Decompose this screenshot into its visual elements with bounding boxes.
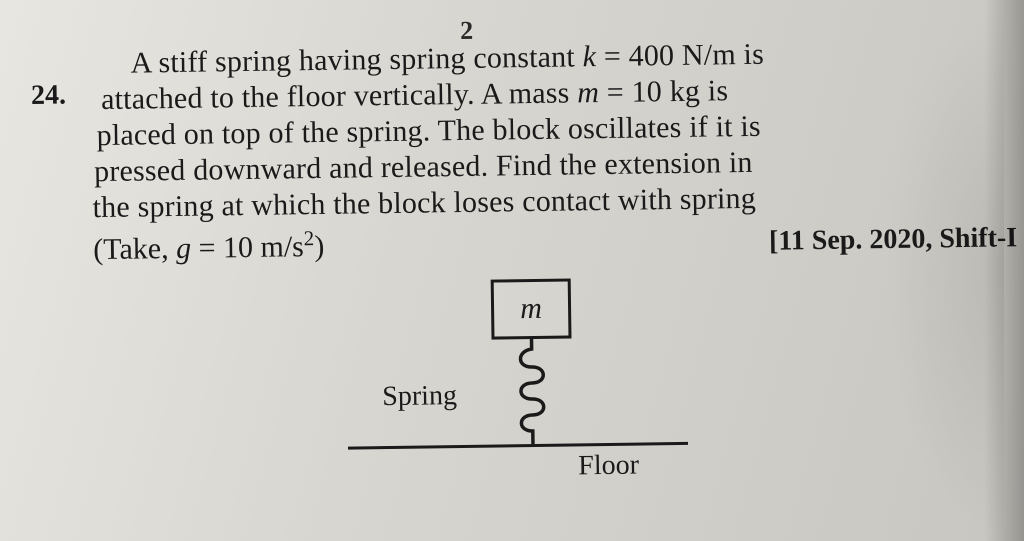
take-note: (Take, g = 10 m/s2) (93, 226, 325, 267)
question-line-3: placed on top of the spring. The block o… (96, 109, 995, 152)
take-var: g (176, 232, 191, 265)
question-line-4: pressed downward and released. Find the … (94, 145, 996, 188)
source-tag: [11 Sep. 2020, Shift-I (769, 222, 1018, 257)
take-close: ) (314, 230, 324, 263)
diagram: m Spring Floor (316, 276, 719, 492)
page-content: 2 24. A stiff spring having spring const… (30, 7, 1001, 496)
question-number: 24. (31, 80, 66, 112)
take-prefix: (Take, (93, 232, 176, 266)
question-block: 24. A stiff spring having spring constan… (30, 7, 997, 268)
question-line-1: A stiff spring having spring constant k … (130, 37, 994, 79)
mass-label: m (520, 292, 542, 326)
floor-label: Floor (578, 450, 639, 483)
take-exp: 2 (304, 226, 315, 250)
spring-icon (512, 339, 553, 445)
question-footer-row: (Take, g = 10 m/s2) [11 Sep. 2020, Shift… (93, 217, 997, 268)
spring-label: Spring (382, 380, 457, 413)
mass-box: m (491, 278, 572, 339)
question-line-5: the spring at which the block loses cont… (92, 181, 996, 224)
take-eq: = 10 m/s (191, 230, 304, 265)
question-line-2: attached to the floor vertically. A mass… (101, 73, 995, 115)
